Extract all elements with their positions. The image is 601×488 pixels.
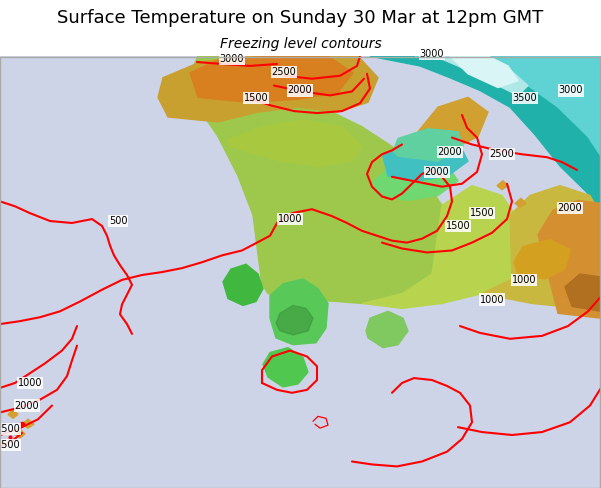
Polygon shape xyxy=(383,137,468,181)
Polygon shape xyxy=(228,120,362,166)
Text: 1000: 1000 xyxy=(18,378,42,388)
Text: 3000: 3000 xyxy=(559,85,583,96)
Polygon shape xyxy=(188,56,452,304)
Text: Freezing level contours: Freezing level contours xyxy=(219,37,382,51)
Polygon shape xyxy=(515,199,526,207)
Polygon shape xyxy=(415,56,601,156)
Polygon shape xyxy=(418,97,488,151)
Polygon shape xyxy=(22,419,34,428)
Polygon shape xyxy=(190,56,353,102)
Polygon shape xyxy=(158,56,378,122)
Polygon shape xyxy=(450,56,518,87)
Polygon shape xyxy=(8,409,18,418)
Text: 2000: 2000 xyxy=(558,203,582,213)
Text: 2000: 2000 xyxy=(438,147,462,157)
Polygon shape xyxy=(362,186,532,308)
Text: Surface Temperature on Sunday 30 Mar at 12pm GMT: Surface Temperature on Sunday 30 Mar at … xyxy=(57,9,544,27)
Polygon shape xyxy=(565,274,601,311)
Text: 1000: 1000 xyxy=(511,275,536,285)
Text: 2500: 2500 xyxy=(0,424,20,434)
Text: 1500: 1500 xyxy=(243,93,268,103)
Polygon shape xyxy=(370,56,601,215)
Polygon shape xyxy=(538,201,601,318)
Polygon shape xyxy=(514,240,570,279)
Polygon shape xyxy=(223,264,263,305)
Polygon shape xyxy=(393,129,463,161)
Polygon shape xyxy=(15,429,25,438)
Polygon shape xyxy=(497,181,508,190)
Polygon shape xyxy=(373,164,458,201)
Text: 1500: 1500 xyxy=(446,221,471,231)
Text: 3000: 3000 xyxy=(419,49,444,59)
Polygon shape xyxy=(482,186,601,308)
Text: 2000: 2000 xyxy=(425,167,450,177)
Text: 2000: 2000 xyxy=(288,85,313,96)
Text: 2500: 2500 xyxy=(490,149,514,159)
Polygon shape xyxy=(276,305,313,335)
Text: 2000: 2000 xyxy=(14,401,39,410)
Text: 1000: 1000 xyxy=(278,214,302,224)
Text: 500: 500 xyxy=(109,216,127,226)
Text: 1500: 1500 xyxy=(470,208,494,218)
Polygon shape xyxy=(435,56,528,95)
Polygon shape xyxy=(270,279,328,345)
Text: 3500: 3500 xyxy=(513,93,537,103)
Text: 2500: 2500 xyxy=(272,67,296,77)
Text: 1000: 1000 xyxy=(480,295,504,305)
Polygon shape xyxy=(366,311,408,347)
Polygon shape xyxy=(263,347,308,387)
Text: 1500: 1500 xyxy=(0,440,20,450)
Text: 3000: 3000 xyxy=(220,54,244,64)
